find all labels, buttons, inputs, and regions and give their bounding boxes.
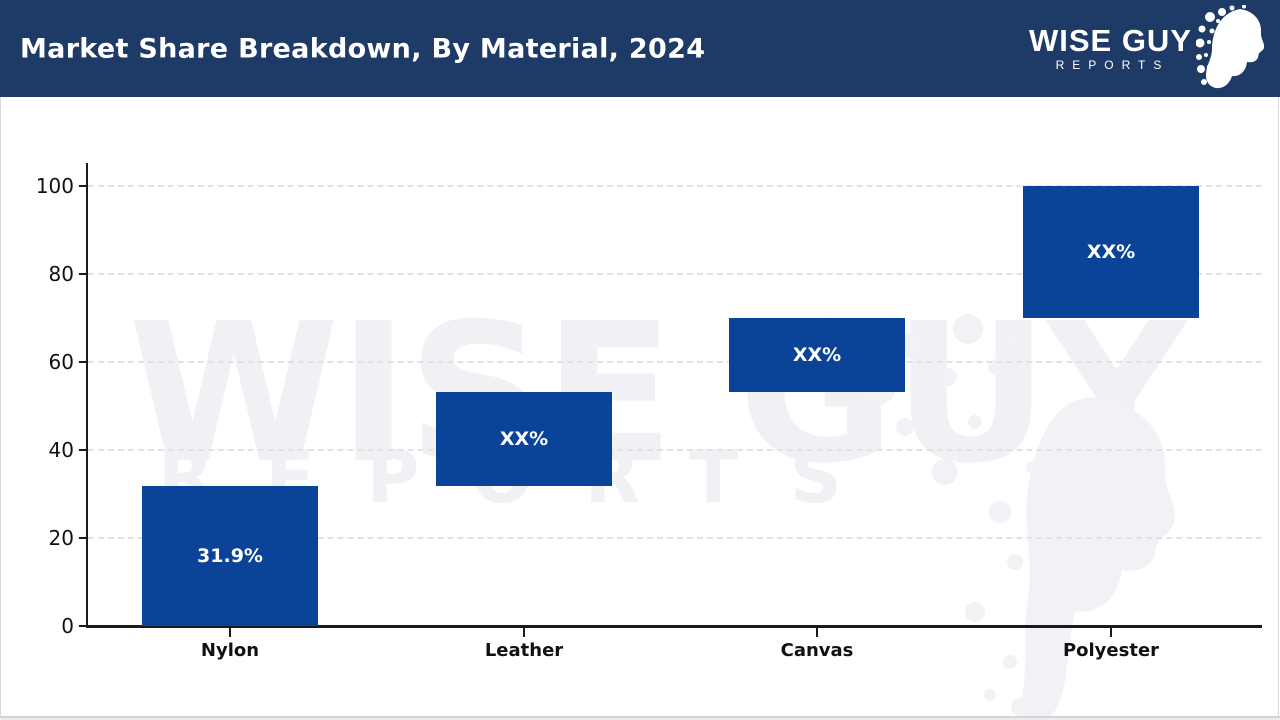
x-tick-canvas	[816, 628, 818, 637]
bar-value-label: XX%	[1086, 241, 1136, 263]
y-tick-0	[79, 625, 87, 627]
gridline-80	[88, 273, 1262, 275]
logo-wordmark: WISE GUY	[1028, 23, 1192, 59]
x-tick-label-nylon: Nylon	[200, 640, 260, 661]
page-title: Market Share Breakdown, By Material, 202…	[20, 33, 706, 64]
bar-value-label: XX%	[792, 343, 842, 366]
bar-leather: XX%	[436, 391, 612, 486]
gridline-20	[88, 537, 1262, 539]
image-bottom-border	[0, 716, 1280, 718]
image-bottom-strip	[0, 718, 1280, 720]
x-tick-label-polyester: Polyester	[1062, 640, 1160, 661]
image-left-border	[0, 97, 1, 720]
x-tick-polyester	[1110, 628, 1112, 637]
logo-subtitle: REPORTS	[1055, 57, 1170, 72]
y-tick-40	[79, 449, 87, 451]
image-right-border	[1278, 97, 1279, 720]
y-axis-line	[86, 163, 88, 627]
x-axis-line	[86, 625, 1262, 628]
y-tick-label-40: 40	[48, 438, 74, 462]
y-tick-label-100: 100	[35, 174, 74, 198]
y-tick-80	[79, 273, 87, 275]
header-bar: Market Share Breakdown, By Material, 202…	[0, 0, 1280, 97]
logo-text: WISE GUY REPORTS	[1029, 25, 1192, 72]
x-tick-nylon	[229, 628, 231, 637]
y-tick-60	[79, 361, 87, 363]
y-tick-label-80: 80	[48, 262, 74, 286]
y-tick-100	[79, 185, 87, 187]
bar-nylon: 31.9%	[142, 485, 318, 626]
gridline-60	[88, 361, 1262, 363]
x-tick-label-leather: Leather	[484, 640, 564, 661]
plot-area: WISE GUY REPORTS 02040608010031.9%XX%XX%…	[0, 97, 1280, 720]
bar-value-label: XX%	[499, 427, 549, 450]
y-tick-label-60: 60	[48, 350, 74, 374]
bar-value-label: 31.9%	[197, 544, 263, 567]
dotted-face-profile-icon	[1196, 4, 1265, 88]
y-tick-label-0: 0	[61, 614, 74, 638]
watermark-wordmark: WISE GUY	[128, 283, 1186, 506]
x-tick-leather	[523, 628, 525, 637]
y-tick-label-20: 20	[48, 526, 74, 550]
wise-guy-reports-logo: WISE GUY REPORTS	[1029, 0, 1268, 97]
x-tick-label-canvas: Canvas	[780, 640, 854, 661]
gridline-100	[88, 185, 1262, 187]
bar-polyester: XX%	[1023, 186, 1199, 318]
gridline-40	[88, 449, 1262, 451]
bar-canvas: XX%	[729, 318, 905, 392]
y-tick-20	[79, 537, 87, 539]
